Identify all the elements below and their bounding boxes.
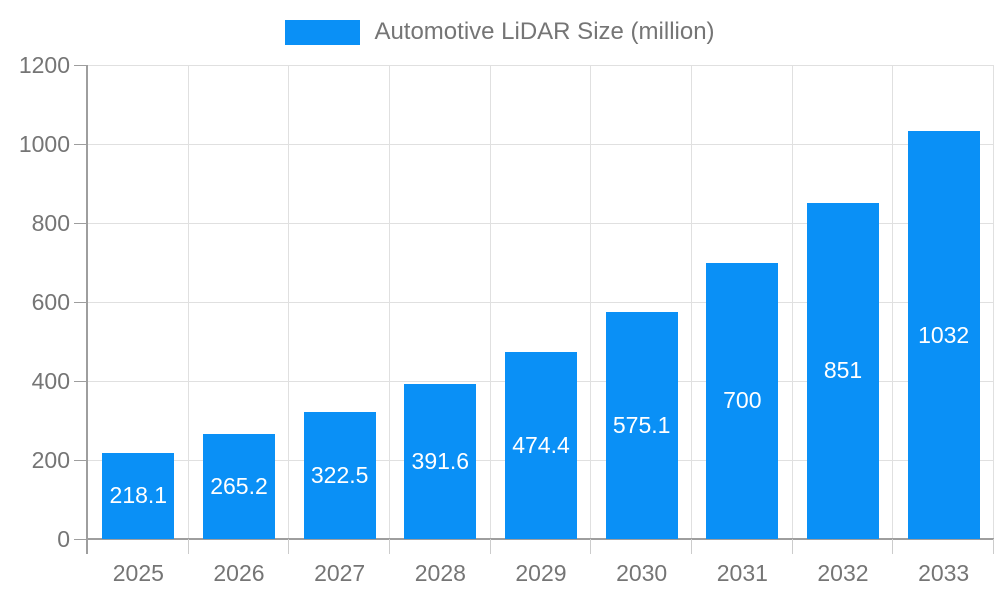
y-axis-tick [74,381,88,382]
x-tick-label: 2032 [817,560,869,586]
y-tick-label: 1200 [18,52,70,78]
bar-value-label: 1032 [918,321,970,348]
x-tick-label: 2031 [716,560,768,586]
x-axis-tick [691,539,692,554]
x-tick-label: 2025 [112,560,164,586]
x-axis-tick [590,539,592,554]
x-axis-tick [389,539,390,554]
bar-value-label: 218.1 [109,482,168,509]
bar-value-label: 851 [823,357,863,384]
x-tick-label: 2026 [213,560,265,586]
bar-value-label: 265.2 [210,473,268,500]
bar: 700 [706,262,779,539]
y-tick-label: 400 [31,368,70,394]
legend-label: Automotive LiDAR Size (million) [374,18,715,45]
x-axis-tick [892,539,894,554]
y-tick-label: 0 [57,526,70,552]
bar: 575.1 [605,311,678,539]
x-tick-label: 2033 [918,560,970,586]
x-axis-tick [791,539,793,554]
bar: 474.4 [505,351,577,539]
x-tick-label: 2027 [314,560,366,586]
gridline-horizontal [88,223,994,224]
x-tick-label: 2028 [414,560,466,586]
y-tick-label: 200 [31,447,70,473]
bar-value-label: 700 [723,387,762,414]
x-tick-label: 2029 [515,560,567,586]
x-axis-tick [489,539,491,554]
gridline-horizontal [88,144,994,145]
y-axis-line [86,65,88,554]
x-axis-tick [187,539,189,554]
y-tick-label: 1000 [18,131,70,157]
legend: Automotive LiDAR Size (million) [0,18,1000,46]
plot-area: 218.1 265.2 322.5 391.6 474.4 575.1 700 851 1032 [86,65,994,554]
y-tick-label: 600 [31,289,70,315]
x-axis-line [86,538,994,540]
y-axis-tick [74,223,88,224]
gridline-horizontal [88,302,994,303]
bar-value-label: 322.5 [310,461,369,488]
x-tick-label: 2030 [616,560,668,586]
bar: 322.5 [303,411,376,539]
bar: 391.6 [404,384,477,539]
legend-color-swatch [285,19,361,45]
y-axis-tick [74,302,88,303]
y-axis-tick [74,460,88,461]
bar: 1032 [907,131,980,539]
gridline-horizontal [88,65,994,66]
y-axis-tick [74,539,88,540]
bar-value-label: 391.6 [411,448,470,475]
x-axis-tick [288,539,290,554]
bar: 265.2 [203,434,275,539]
bar: 218.1 [102,452,175,539]
bar-value-label: 474.4 [512,431,570,458]
bar-value-label: 575.1 [612,411,671,438]
x-axis-tick [993,539,994,554]
y-axis-tick [74,144,88,145]
y-tick-label: 800 [31,210,70,236]
bar: 851 [807,202,879,539]
y-axis-tick [74,65,88,66]
